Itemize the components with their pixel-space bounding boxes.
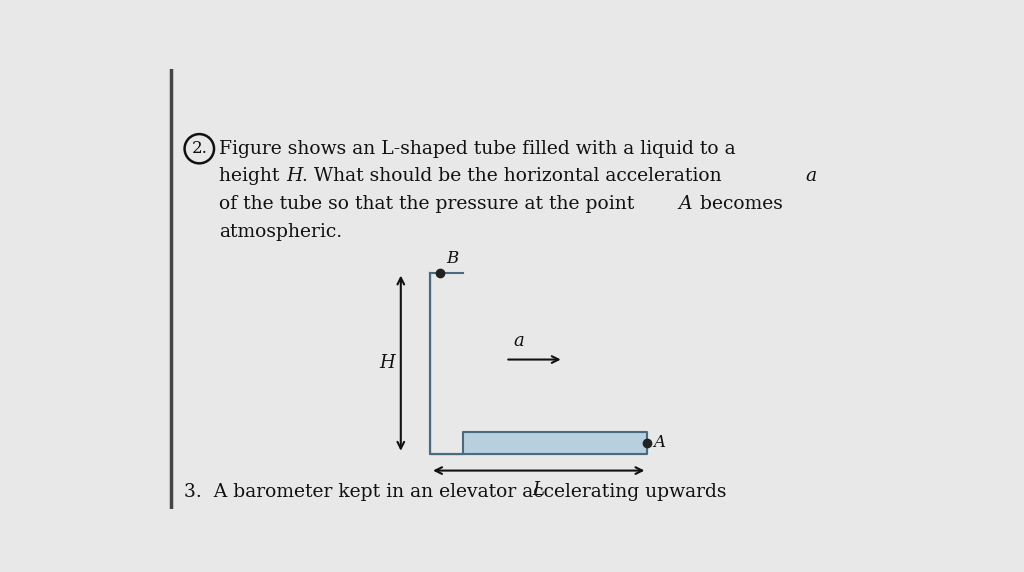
Text: 3.  A barometer kept in an elevator accelerating upwards: 3. A barometer kept in an elevator accel… — [183, 483, 726, 501]
Text: H: H — [286, 168, 302, 185]
Text: height: height — [219, 168, 286, 185]
Text: A: A — [653, 434, 666, 451]
Text: B: B — [446, 251, 459, 267]
Text: H: H — [379, 354, 394, 372]
Text: Figure shows an L-shaped tube filled with a liquid to a: Figure shows an L-shaped tube filled wit… — [219, 140, 736, 158]
Text: 2.: 2. — [191, 140, 207, 157]
Text: becomes: becomes — [693, 195, 782, 213]
Text: L: L — [532, 480, 545, 499]
Text: a: a — [805, 168, 816, 185]
Text: atmospheric.: atmospheric. — [219, 223, 343, 241]
Text: . What should be the horizontal acceleration: . What should be the horizontal accelera… — [302, 168, 727, 185]
Polygon shape — [430, 273, 647, 454]
Text: A: A — [678, 195, 692, 213]
Text: of the tube so that the pressure at the point: of the tube so that the pressure at the … — [219, 195, 641, 213]
Text: a: a — [513, 332, 524, 350]
